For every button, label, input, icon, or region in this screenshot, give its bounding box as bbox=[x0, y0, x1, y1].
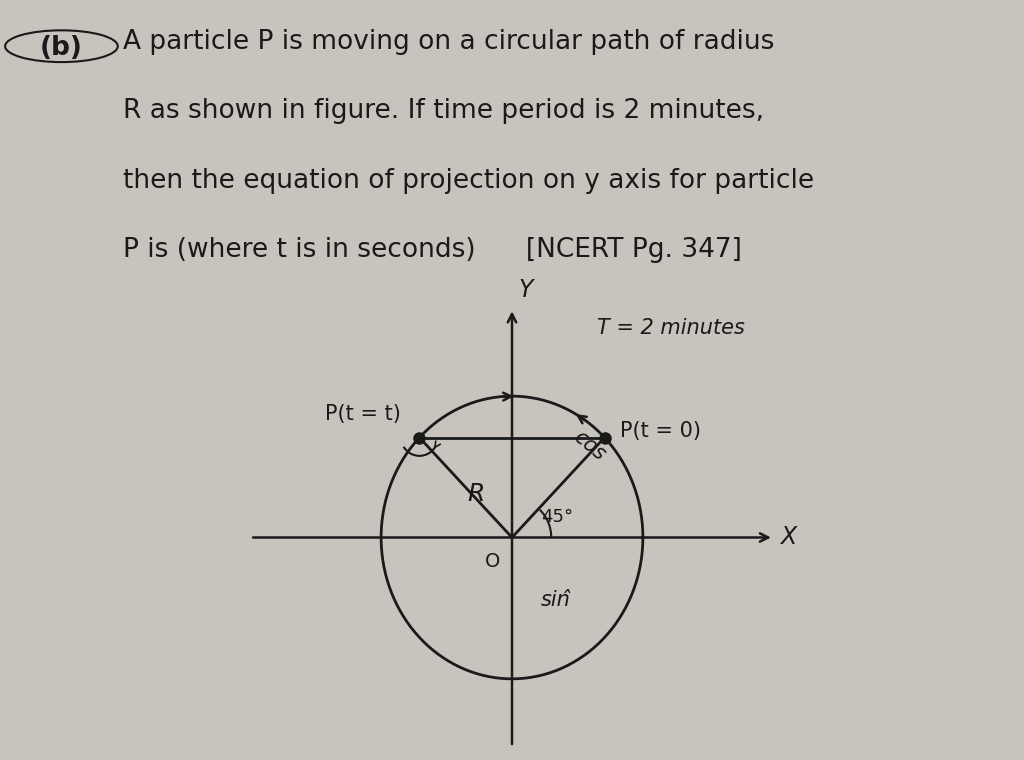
Text: sin̂: sin̂ bbox=[541, 591, 570, 610]
Text: O: O bbox=[484, 552, 500, 571]
Text: (b): (b) bbox=[40, 35, 83, 61]
Text: 45°: 45° bbox=[541, 508, 572, 526]
Text: R as shown in figure. If time period is 2 minutes,: R as shown in figure. If time period is … bbox=[123, 98, 764, 124]
Text: P(t = 0): P(t = 0) bbox=[621, 421, 701, 441]
Text: cos: cos bbox=[569, 427, 609, 465]
Text: T = 2 minutes: T = 2 minutes bbox=[597, 318, 744, 338]
Text: R: R bbox=[468, 482, 485, 506]
Text: P(t = t): P(t = t) bbox=[326, 404, 401, 424]
Text: P is (where t is in seconds)      [NCERT Pg. 347]: P is (where t is in seconds) [NCERT Pg. … bbox=[123, 237, 741, 263]
Text: Y: Y bbox=[518, 278, 532, 302]
Text: A particle P is moving on a circular path of radius: A particle P is moving on a circular pat… bbox=[123, 29, 774, 55]
Text: then the equation of projection on y axis for particle: then the equation of projection on y axi… bbox=[123, 167, 814, 194]
Text: X: X bbox=[780, 525, 797, 549]
